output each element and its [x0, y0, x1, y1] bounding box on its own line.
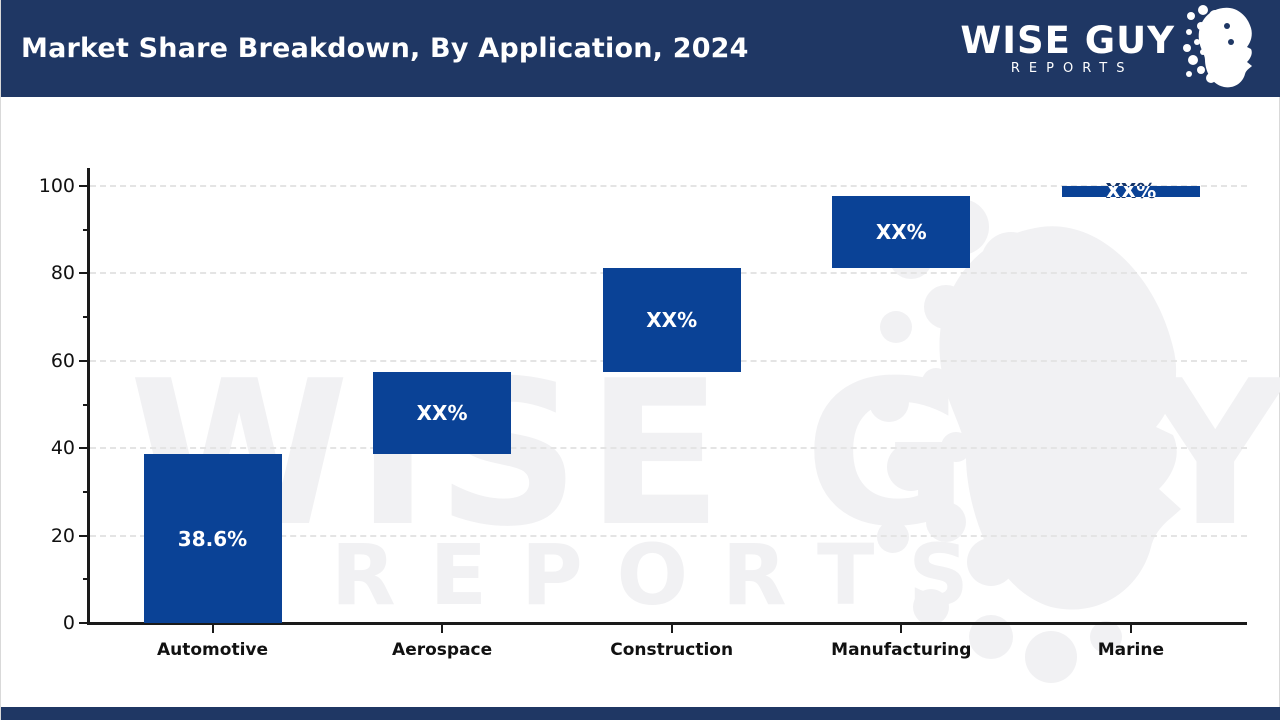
bar-value-label: XX%: [646, 307, 698, 332]
bar-manufacturing: XX%XX%: [832, 196, 971, 269]
x-axis-tick: [1129, 625, 1132, 633]
bar-value-label: XX%: [1062, 186, 1200, 197]
gridline: [90, 447, 1247, 450]
logo-face-icon: [1179, 2, 1263, 96]
category-label: Marine: [1097, 640, 1164, 660]
x-axis-tick: [900, 625, 903, 633]
y-axis-minor-tick: [83, 403, 88, 406]
x-axis-tick: [211, 625, 214, 633]
logo: WISE GUY REPORTS: [960, 2, 1263, 96]
plot-area: 02040608010038.6%38.6%AutomotiveXX%XX%Ae…: [1, 97, 1280, 707]
y-axis-tick: [79, 534, 88, 537]
y-axis-minor-tick: [83, 228, 88, 231]
logo-wordmark: WISE GUY: [960, 19, 1175, 62]
gridline: [90, 185, 1247, 187]
y-axis-tick: [79, 272, 88, 275]
y-axis-minor-tick: [83, 578, 88, 581]
y-tick-label: 0: [62, 612, 75, 634]
gridline: [90, 534, 1247, 537]
y-axis-minor-tick: [83, 316, 88, 319]
bar-aerospace: XX%XX%: [373, 371, 512, 455]
x-axis-tick: [670, 625, 673, 633]
category-label: Manufacturing: [831, 640, 972, 660]
bar-fill: XX%: [1061, 186, 1200, 197]
bar-fill: XX%: [373, 371, 512, 455]
y-axis-tick: [79, 359, 88, 362]
y-axis-line: [87, 168, 90, 625]
y-axis-minor-tick: [83, 490, 88, 493]
logo-text: WISE GUY REPORTS: [960, 22, 1175, 75]
y-tick-label: 80: [50, 262, 75, 285]
x-axis-line: [87, 622, 1247, 625]
bar-automotive: 38.6%38.6%: [143, 454, 282, 623]
header: Market Share Breakdown, By Application, …: [1, 0, 1280, 97]
bar-value-label: XX%: [875, 220, 927, 245]
watermark-subtext: REPORTS: [331, 526, 1003, 624]
footer-bar: [1, 707, 1280, 720]
y-axis-tick: [79, 622, 88, 624]
x-axis-tick: [441, 625, 444, 633]
bar-fill: XX%: [832, 196, 971, 269]
bar-construction: XX%XX%: [602, 268, 741, 372]
y-tick-label: 20: [50, 524, 75, 547]
bar-value-label: XX%: [416, 401, 468, 425]
category-label: Aerospace: [392, 640, 493, 660]
logo-subtext: REPORTS: [1010, 61, 1134, 76]
y-axis-tick: [79, 185, 88, 187]
bar-marine: XX%XX%: [1061, 179, 1200, 203]
y-tick-label: 100: [38, 175, 75, 197]
page-title: Market Share Breakdown, By Application, …: [21, 33, 749, 64]
y-axis-tick: [79, 447, 88, 450]
bar-fill: XX%: [602, 268, 741, 372]
y-tick-label: 40: [50, 437, 75, 460]
watermark: WISE GUY REPORTS: [1, 97, 1280, 707]
category-label: Automotive: [156, 640, 269, 660]
bar-fill: 38.6%: [143, 454, 282, 623]
category-label: Construction: [610, 640, 734, 660]
bar-value-label: 38.6%: [177, 526, 248, 551]
y-tick-label: 60: [50, 349, 75, 372]
watermark-face-icon: [851, 167, 1191, 707]
